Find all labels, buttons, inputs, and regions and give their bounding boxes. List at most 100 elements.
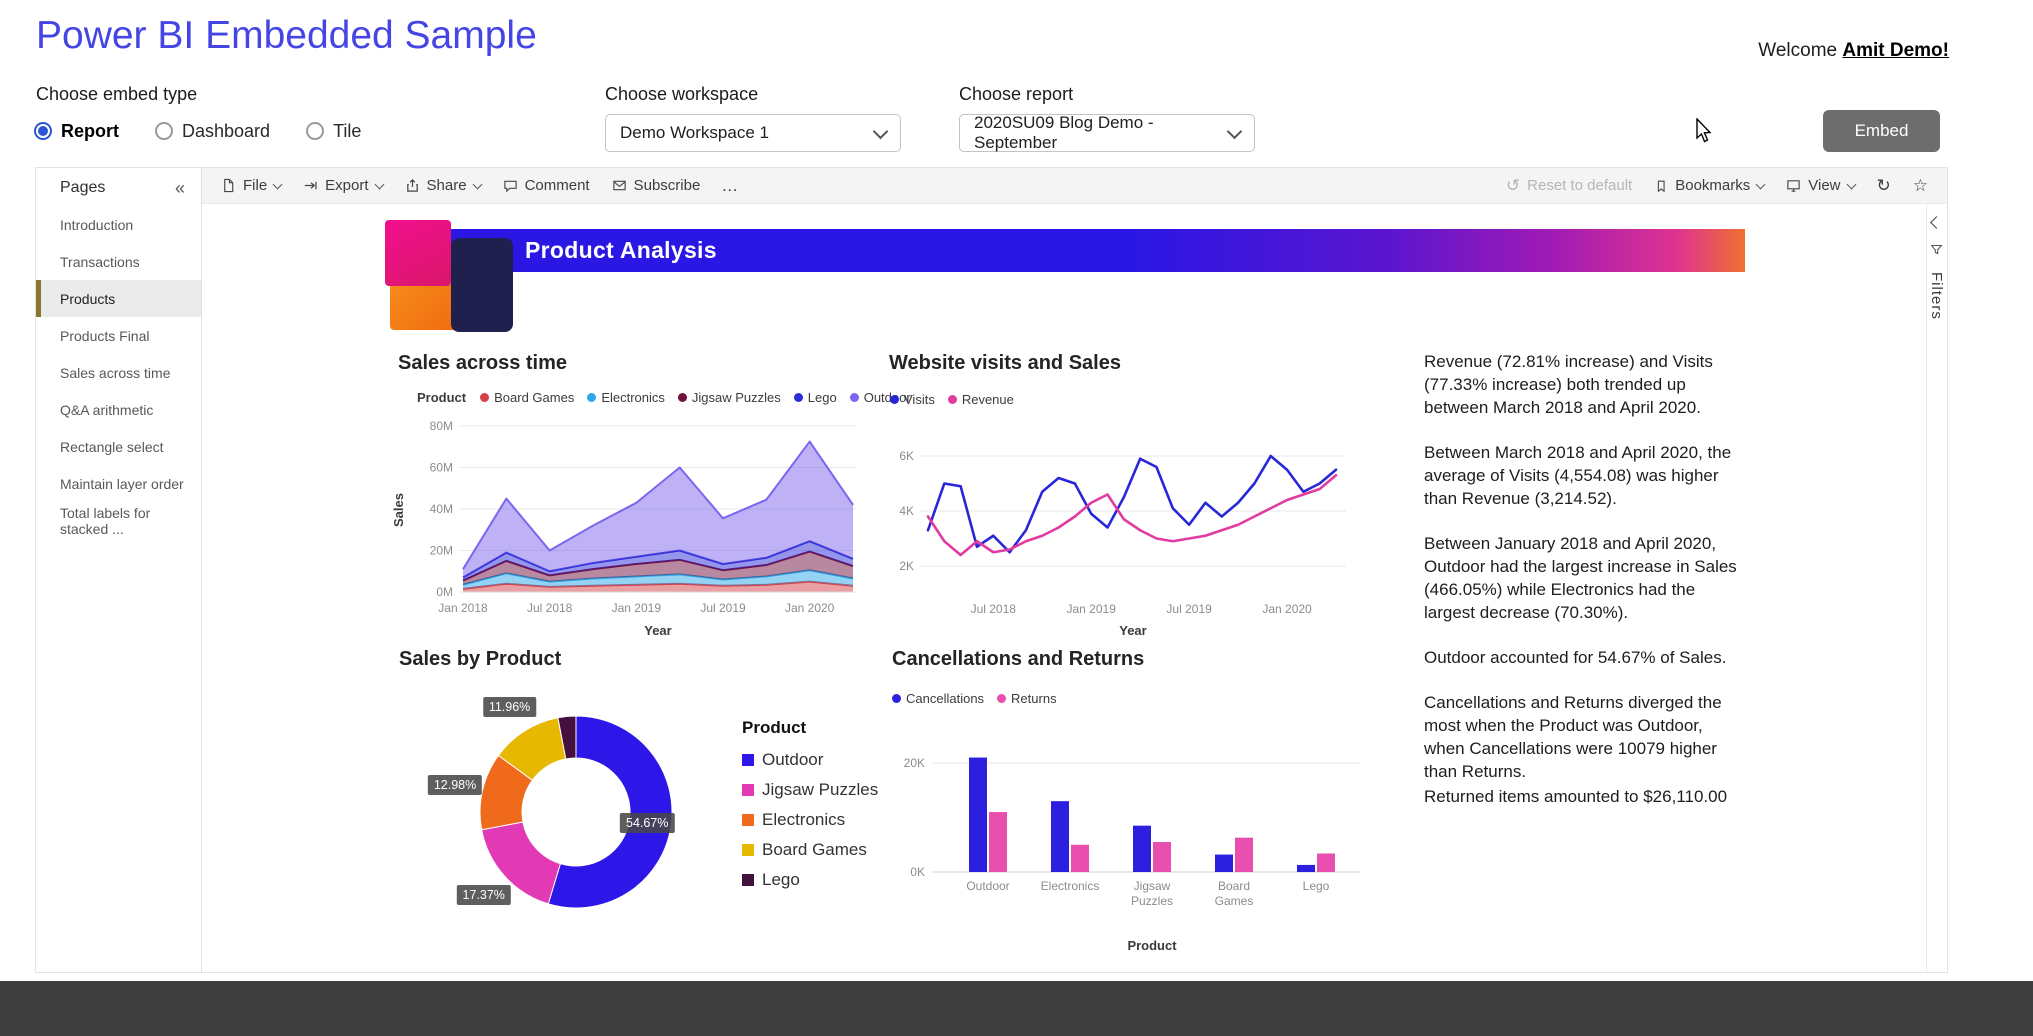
reset-to-default-button[interactable]: ↺ Reset to default: [1505, 176, 1633, 195]
refresh-button[interactable]: ↻: [1866, 177, 1902, 194]
report-toolbar: File Export Share Comment Subscribe: [202, 168, 1947, 204]
svg-text:Games: Games: [1215, 894, 1254, 908]
filters-pane-collapsed[interactable]: Filters: [1925, 204, 1947, 937]
svg-text:Lego: Lego: [1303, 879, 1330, 893]
subscribe-button[interactable]: Subscribe: [601, 168, 712, 203]
page-item-transactions[interactable]: Transactions: [60, 253, 140, 270]
svg-text:Jan 2018: Jan 2018: [438, 601, 488, 615]
bar-returns-board-games[interactable]: [1235, 837, 1253, 872]
welcome-prefix: Welcome: [1758, 40, 1838, 61]
area-series-Lego[interactable]: [463, 541, 853, 581]
report-select[interactable]: 2020SU09 Blog Demo - September: [959, 113, 1255, 152]
bar-cancellations-jigsaw-puzzles[interactable]: [1133, 825, 1151, 872]
line-series-Revenue[interactable]: [926, 473, 1338, 557]
chevron-down-icon: [1846, 179, 1856, 189]
chevron-down-icon: [374, 179, 384, 189]
area-series-Electronics[interactable]: [463, 570, 853, 589]
radio-dashboard-icon[interactable]: [155, 122, 173, 140]
legend-item-electronics[interactable]: Electronics: [742, 810, 878, 830]
legend-item-jigsaw-puzzles[interactable]: Jigsaw Puzzles: [677, 390, 781, 405]
legend-dot-icon: [587, 393, 597, 402]
legend-dot-icon: [677, 393, 687, 402]
page-item-rectangle-select[interactable]: Rectangle select: [60, 438, 164, 455]
bar-cancellations-outdoor[interactable]: [969, 757, 987, 872]
page-item-total-labels-for-stacked-[interactable]: Total labels for stacked ...: [60, 504, 151, 537]
radio-dashboard[interactable]: Dashboard: [155, 121, 270, 142]
svg-text:0K: 0K: [910, 865, 925, 879]
legend-item-returns[interactable]: Returns: [997, 691, 1057, 706]
export-icon: [305, 181, 317, 190]
filters-label: Filters: [1928, 272, 1945, 320]
bar-returns-outdoor[interactable]: [989, 812, 1007, 872]
legend-item-board-games[interactable]: Board Games: [480, 390, 574, 405]
radio-tile-icon[interactable]: [306, 122, 325, 140]
legend-item-revenue[interactable]: Revenue: [947, 392, 1014, 407]
embed-button[interactable]: Embed: [1823, 110, 1940, 152]
legend-item-cancellations[interactable]: Cancellations: [892, 691, 984, 706]
file-menu[interactable]: File: [210, 168, 292, 203]
share-menu[interactable]: Share: [394, 168, 492, 203]
export-menu[interactable]: Export: [292, 168, 393, 203]
svg-text:Year: Year: [644, 623, 671, 638]
report-embed-container: Pages « Introduction Transactions Products…: [35, 167, 1948, 973]
pages-collapse-icon[interactable]: «: [174, 178, 185, 198]
svg-text:Board: Board: [1218, 879, 1250, 893]
donut-slice-lego[interactable]: [557, 715, 577, 760]
legend-dot-icon: [480, 393, 490, 402]
bookmark-icon: [1658, 180, 1665, 192]
filters-expand-icon[interactable]: [1930, 216, 1943, 229]
share-icon: [406, 179, 418, 192]
legend-item-jigsaw-puzzles[interactable]: Jigsaw Puzzles: [742, 780, 878, 800]
svg-text:Electronics: Electronics: [1041, 879, 1100, 893]
legend-item-outdoor[interactable]: Outdoor: [849, 390, 911, 405]
welcome-user[interactable]: Amit Demo!: [1842, 40, 1949, 61]
website-visits-sales-chart[interactable]: 2K 4K 6K Jul 2018 Jan 2019 Jul 2019 Jan 2020 Ye…: [882, 406, 1362, 646]
deco-square-navy: [451, 238, 513, 332]
line-series-Visits[interactable]: [926, 454, 1338, 554]
bar-cancellations-electronics[interactable]: [1051, 801, 1069, 872]
donut-slice-outdoor[interactable]: [547, 715, 673, 909]
page-item-maintain-layer-order[interactable]: Maintain layer order: [60, 475, 184, 492]
bar-cancellations-board-games[interactable]: [1215, 854, 1233, 872]
radio-tile[interactable]: Tile: [306, 121, 361, 142]
choose-workspace-label: Choose workspace: [605, 84, 759, 104]
chevron-down-icon: [872, 123, 889, 139]
page-item-products[interactable]: Products: [36, 280, 201, 317]
svg-text:Puzzles: Puzzles: [1131, 894, 1173, 908]
sales-by-product-chart[interactable]: 54.67% 17.37% 12.98% 11.96%: [392, 692, 762, 957]
sales-across-time-chart[interactable]: 0M 20M 40M 60M 80M Jan 2018 Jul 2018 Jan 2019 Ju…: [387, 406, 867, 646]
page-item-introduction[interactable]: Introduction: [60, 216, 134, 233]
workspace-select[interactable]: Demo Workspace 1: [605, 114, 901, 152]
donut-chart[interactable]: [464, 700, 688, 924]
bar-returns-jigsaw-puzzles[interactable]: [1153, 842, 1171, 872]
legend-dot-icon: [793, 393, 803, 402]
bar-returns-lego[interactable]: [1317, 853, 1335, 872]
legend-item-outdoor[interactable]: Outdoor: [742, 750, 878, 770]
bookmarks-menu[interactable]: Bookmarks: [1643, 177, 1775, 194]
svg-text:60M: 60M: [430, 461, 453, 475]
legend-dot-icon: [947, 395, 957, 404]
favorite-button[interactable]: ☆: [1902, 177, 1939, 194]
legend-item-electronics[interactable]: Electronics: [587, 390, 665, 405]
bar-returns-electronics[interactable]: [1071, 844, 1089, 872]
more-options-button[interactable]: …: [721, 175, 739, 195]
comment-icon: [503, 180, 517, 193]
radio-report[interactable]: Report: [34, 121, 119, 142]
legend-item-visits[interactable]: Visits: [890, 392, 935, 407]
page-item-products-final[interactable]: Products Final: [60, 327, 150, 344]
comment-button[interactable]: Comment: [492, 168, 601, 203]
legend-item-lego[interactable]: Lego: [793, 390, 837, 405]
legend-item-board-games[interactable]: Board Games: [742, 840, 878, 860]
area-series-Board Games[interactable]: [463, 581, 853, 592]
area-series-Jigsaw Puzzles[interactable]: [463, 551, 853, 585]
bar-cancellations-lego[interactable]: [1297, 864, 1315, 872]
area-series-Outdoor[interactable]: [463, 441, 853, 578]
radio-report-icon[interactable]: [34, 122, 52, 140]
legend-item-lego[interactable]: Lego: [742, 870, 878, 890]
view-menu[interactable]: View: [1775, 177, 1865, 194]
svg-text:Jan 2020: Jan 2020: [1262, 602, 1312, 616]
page-item-sales-across-time[interactable]: Sales across time: [60, 364, 171, 381]
svg-text:4K: 4K: [899, 504, 914, 518]
page-item-q-a-arithmetic[interactable]: Q&A arithmetic: [60, 401, 154, 418]
